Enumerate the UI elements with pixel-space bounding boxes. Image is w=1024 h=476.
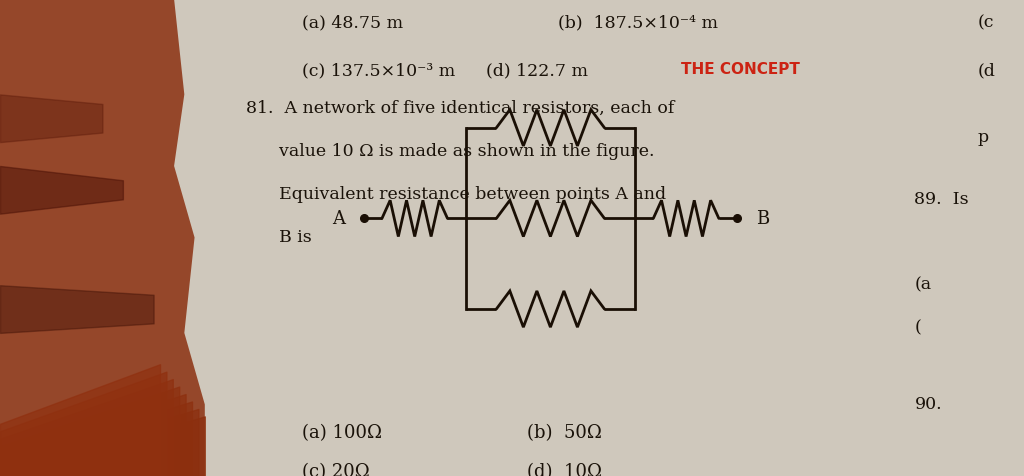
Text: B is: B is: [246, 228, 311, 246]
Text: (a) 48.75 m: (a) 48.75 m: [302, 14, 403, 31]
Text: (b)  187.5×10⁻⁴ m: (b) 187.5×10⁻⁴ m: [558, 14, 718, 31]
Text: Equivalent resistance between points A and: Equivalent resistance between points A a…: [246, 186, 666, 203]
Text: value 10 Ω is made as shown in the figure.: value 10 Ω is made as shown in the figur…: [246, 143, 654, 160]
Text: (c: (c: [978, 14, 994, 31]
Text: (c) 20Ω: (c) 20Ω: [302, 462, 370, 476]
Text: 90.: 90.: [914, 395, 942, 412]
Text: B: B: [756, 210, 769, 228]
Text: (: (: [914, 319, 922, 336]
Text: (b)  50Ω: (b) 50Ω: [527, 424, 602, 442]
Text: 89.  Is: 89. Is: [914, 190, 969, 208]
Text: (d: (d: [978, 62, 995, 79]
Text: THE CONCEPT: THE CONCEPT: [681, 62, 800, 77]
Text: (d)  10Ω: (d) 10Ω: [527, 462, 602, 476]
Text: (c) 137.5×10⁻³ m: (c) 137.5×10⁻³ m: [302, 62, 456, 79]
Text: 81.  A network of five identical resistors, each of: 81. A network of five identical resistor…: [246, 100, 674, 117]
Polygon shape: [0, 0, 205, 476]
Text: A: A: [332, 210, 345, 228]
Text: p: p: [978, 129, 989, 146]
Text: (a) 100Ω: (a) 100Ω: [302, 424, 382, 442]
Text: (a: (a: [914, 276, 932, 293]
Text: (d) 122.7 m: (d) 122.7 m: [486, 62, 589, 79]
